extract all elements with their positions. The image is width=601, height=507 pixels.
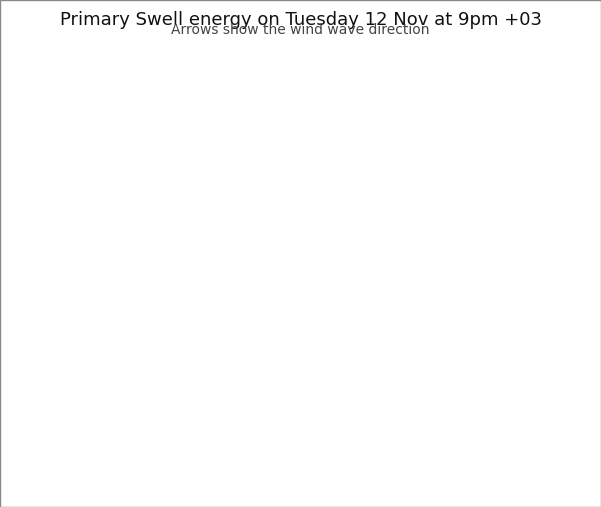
Text: Primary Swell energy on Tuesday 12 Nov at 9pm +03: Primary Swell energy on Tuesday 12 Nov a… — [59, 11, 542, 29]
Text: Arrows show the wind wave direction: Arrows show the wind wave direction — [171, 23, 430, 37]
Text: Cartopy error:
No module named 'cartopy': Cartopy error: No module named 'cartopy' — [233, 268, 368, 289]
